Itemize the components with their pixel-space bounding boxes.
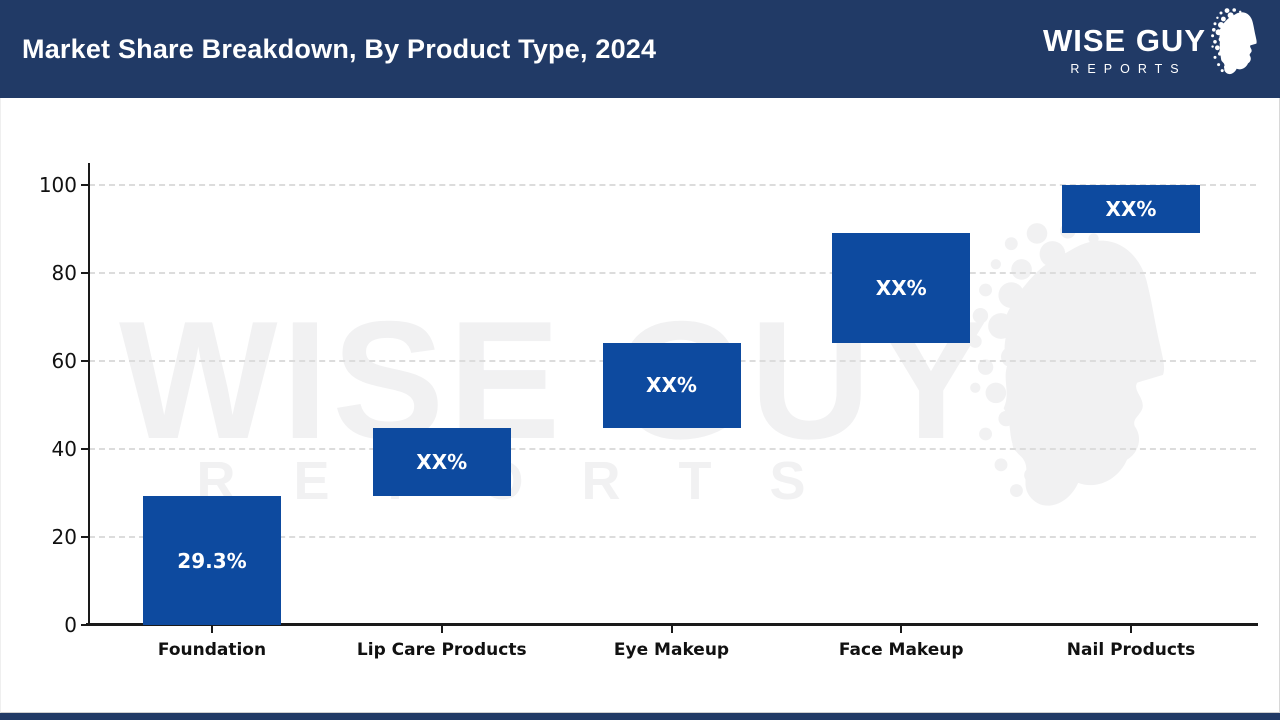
y-axis-tick-label: 100 [38,173,77,197]
logo-wordmark: WISE GUY [1042,22,1206,58]
bottom-strip [0,713,1280,720]
logo-text: WISE GUY REPORTS [1043,23,1206,76]
y-axis-tick-label: 20 [51,525,77,549]
bar-lip-care-products: XX% [372,427,511,497]
y-axis-tick [81,536,89,538]
y-axis-tick [81,448,89,450]
y-axis-tick [81,184,89,186]
x-axis-tick [211,625,213,633]
gridline [89,272,1256,274]
chart-area: WISE GUY REPORTS 0 20 40 60 80 100 29.3% Founda… [0,98,1280,713]
bar-value-label: XX% [416,449,468,474]
y-axis-tick-label: 40 [51,437,77,461]
y-axis-tick-label: 80 [51,261,77,285]
x-axis-tick [440,625,443,633]
bar-foundation: 29.3% [143,496,281,625]
x-axis-category-label: Foundation [157,640,267,660]
y-axis-tick-label: 60 [51,349,77,373]
x-axis-tick [1130,625,1132,633]
bar-value-label: 29.3% [177,548,247,573]
bar-value-label: XX% [875,275,927,300]
gridline [89,448,1256,450]
header: Market Share Breakdown, By Product Type,… [0,0,1280,98]
x-axis-category-label: Lip Care Products [356,640,527,660]
y-axis-tick [81,624,89,626]
bar-value-label: XX% [1105,196,1157,221]
x-axis-tick [670,625,673,633]
y-axis-tick-label: 0 [64,613,77,637]
chart-title: Market Share Breakdown, By Product Type,… [22,33,657,64]
gridline [89,184,1256,186]
bar-value-label: XX% [646,373,697,398]
wiseguy-logo: WISE GUY REPORTS [1043,3,1258,95]
bar-eye-makeup: XX% [602,342,741,428]
gridline [89,536,1256,538]
bar-face-makeup: XX% [832,232,971,343]
x-axis-category-label: Eye Makeup [613,640,730,660]
logo-tagline: REPORTS [1070,61,1187,76]
x-axis-category-label: Nail Products [1066,640,1196,660]
x-axis-line [86,623,1258,626]
x-axis-category-label: Face Makeup [838,640,964,660]
bar-nail-products: XX% [1062,185,1200,233]
y-axis-tick [81,360,89,362]
y-axis-tick [81,272,89,274]
y-axis-line [88,163,90,625]
x-axis-tick [900,625,903,633]
